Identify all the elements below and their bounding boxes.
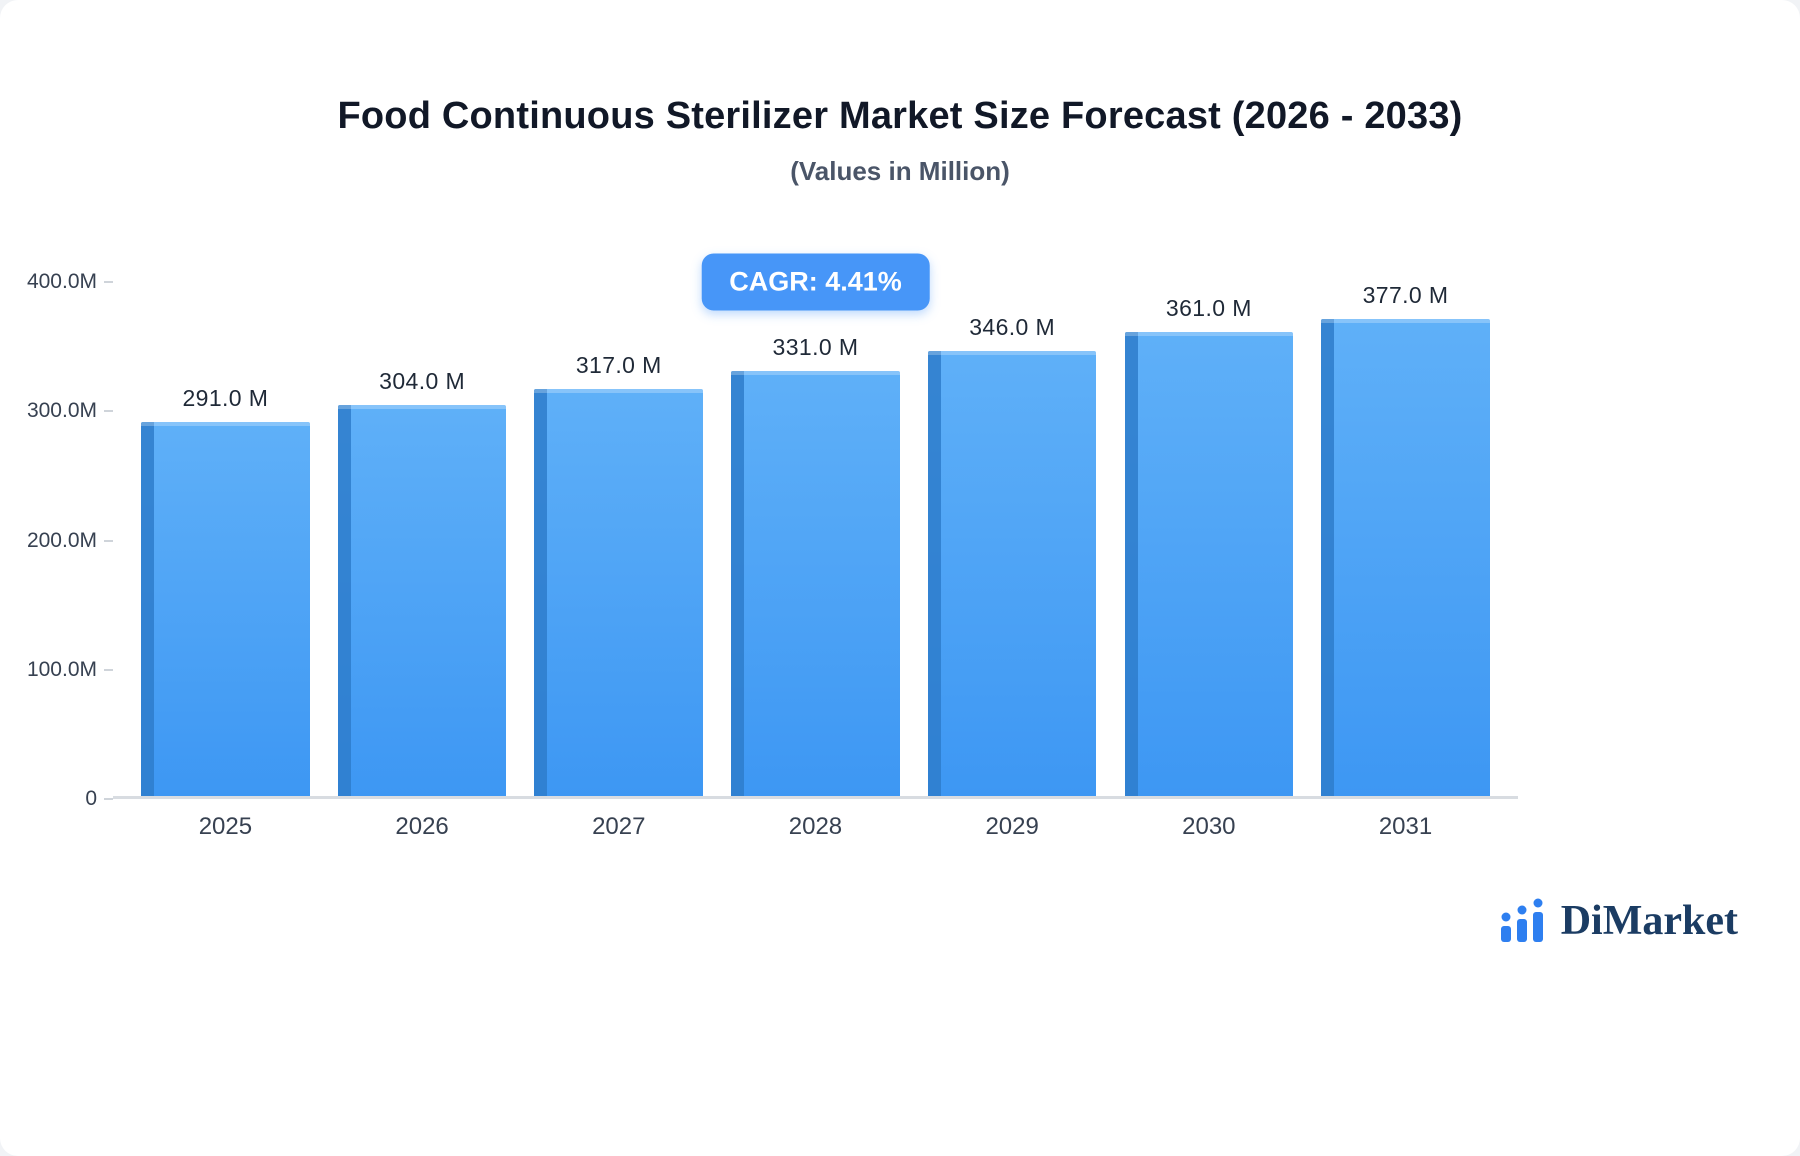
bar-group: 291.0 M: [141, 282, 310, 796]
dimarket-logo-icon: [1500, 898, 1543, 942]
cagr-badge: CAGR: 4.41%: [701, 253, 930, 311]
y-axis: 400.0M 300.0M 200.0M 100.0M 0: [18, 270, 113, 810]
dimarket-logo: DiMarket: [1499, 898, 1738, 942]
x-axis: 2025 2026 2027 2028 2029 2030 2031: [113, 813, 1518, 841]
plot-area: CAGR: 4.41% 291.0 M 304.0 M 317.0 M 331.0 M…: [113, 253, 1518, 799]
cagr-label: CAGR: 4.41%: [729, 266, 902, 297]
bar[interactable]: [337, 405, 507, 796]
bar-value-label: 304.0 M: [379, 368, 466, 395]
chart: 400.0M 300.0M 200.0M 100.0M 0 CAGR: 4.41% 29…: [18, 253, 1800, 841]
bar[interactable]: [534, 388, 704, 797]
y-axis-tick-label: 400.0M: [26, 270, 97, 293]
y-axis-tick-label: 100.0M: [26, 657, 97, 681]
bar-value-label: 377.0 M: [1362, 282, 1449, 308]
x-axis-tick-label: 2028: [788, 813, 843, 840]
y-axis-tick-mark: [104, 281, 113, 283]
bar[interactable]: [927, 351, 1097, 796]
bar-value-label: 346.0 M: [969, 314, 1056, 341]
y-axis-tick-label: 300.0M: [26, 399, 97, 423]
y-axis-tick-mark: [104, 410, 113, 413]
bar[interactable]: [1124, 332, 1294, 796]
bar-value-label: 331.0 M: [772, 333, 859, 360]
y-axis-tick-label: 0: [85, 787, 97, 810]
chart-title: Food Continuous Sterilizer Market Size F…: [337, 95, 1463, 137]
bar-group: 377.0 M: [1321, 282, 1490, 796]
bar-value-label: 291.0 M: [182, 385, 269, 412]
y-axis-tick-mark: [104, 539, 113, 542]
bar-group: 304.0 M: [337, 282, 507, 796]
chart-subtitle: (Values in Million): [790, 156, 1010, 186]
x-axis-tick-label: 2025: [198, 813, 253, 840]
y-axis-tick-mark: [104, 798, 113, 800]
y-axis-tick-label: 200.0M: [26, 528, 97, 552]
x-axis-tick-label: 2029: [985, 813, 1039, 840]
x-axis-tick-label: 2027: [592, 813, 646, 840]
bar[interactable]: [731, 370, 900, 797]
x-axis-tick-label: 2030: [1182, 813, 1236, 840]
x-axis-tick-label: 2026: [395, 813, 449, 840]
y-axis-tick-mark: [104, 668, 113, 671]
x-axis-tick-label: 2031: [1378, 813, 1433, 840]
bar[interactable]: [141, 422, 310, 796]
bar-group: 361.0 M: [1124, 282, 1294, 796]
bar-value-label: 317.0 M: [575, 351, 662, 378]
bar-value-label: 361.0 M: [1165, 295, 1252, 322]
bar-group: 331.0 M: [731, 282, 900, 797]
bar-group: 346.0 M: [927, 282, 1097, 796]
bar[interactable]: [1321, 319, 1490, 796]
dimarket-logo-text: DiMarket: [1560, 898, 1738, 944]
bar-group: 317.0 M: [534, 282, 704, 797]
